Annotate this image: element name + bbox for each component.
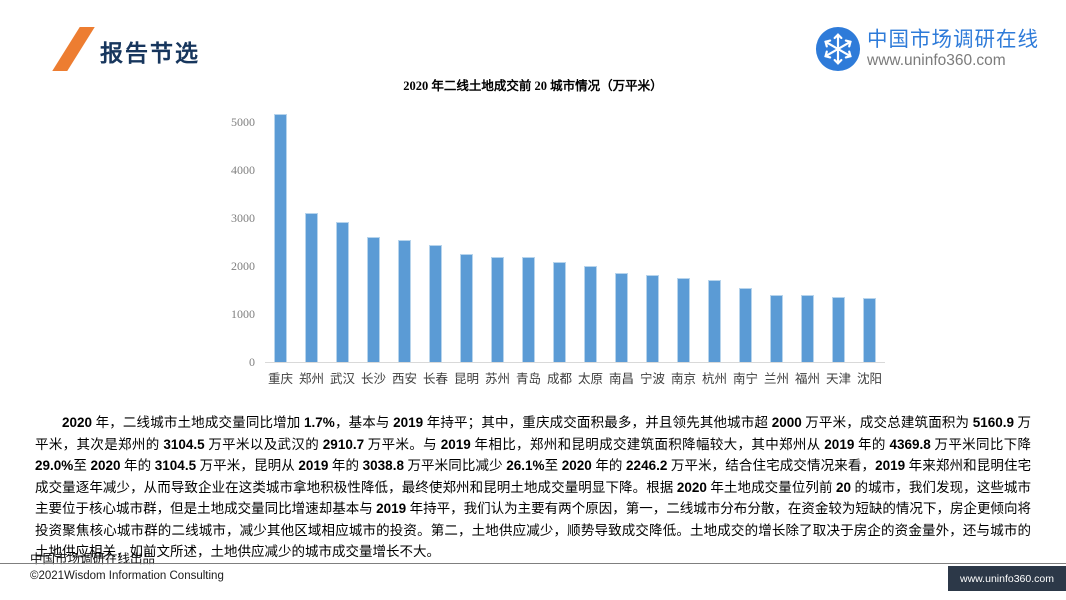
x-axis-label: 昆明 [453, 372, 479, 386]
analysis-paragraph: 2020 年，二线城市土地成交量同比增加 1.7%，基本与 2019 年持平；其… [35, 415, 1032, 559]
bar [460, 254, 473, 362]
bar [708, 280, 721, 362]
bar-slot [451, 111, 482, 362]
x-axis-label: 宁波 [639, 372, 665, 386]
x-axis-label: 杭州 [701, 372, 727, 386]
bar-slot [699, 111, 730, 362]
bar-slot [544, 111, 575, 362]
brand-name: 中国市场调研在线 [867, 28, 1039, 51]
bar-slot [327, 111, 358, 362]
bar-slot [668, 111, 699, 362]
snowflake-logo-icon [815, 26, 861, 72]
brand-url: www.uninfo360.com [867, 52, 1006, 69]
x-axis-label: 南昌 [608, 372, 634, 386]
x-axis-label: 苏州 [484, 372, 510, 386]
x-axis-label: 武汉 [329, 372, 355, 386]
bar [770, 294, 783, 362]
bar [367, 237, 380, 362]
chart-title: 2020 年二线土地成交前 20 城市情况（万平米） [403, 79, 663, 93]
bar-slot [513, 111, 544, 362]
url-badge: www.uninfo360.com [948, 566, 1066, 591]
footer-divider [0, 563, 1066, 564]
bar [584, 266, 597, 362]
bar-slot [575, 111, 606, 362]
y-axis-tick: 0 [249, 355, 255, 369]
bar [336, 222, 349, 362]
bar [491, 256, 504, 362]
bar [553, 261, 566, 362]
produced-by-label: 中国市场调研在线出品 [30, 552, 156, 566]
y-axis: 0 1000 2000 3000 4000 5000 [215, 111, 259, 369]
x-axis-label: 沈阳 [856, 372, 882, 386]
y-axis-tick: 5000 [231, 115, 255, 129]
bar [863, 298, 876, 362]
bar [801, 295, 814, 362]
bar-slot [358, 111, 389, 362]
copyright-label: ©2021Wisdom Information Consulting [30, 570, 224, 582]
bar [739, 288, 752, 362]
bar-slot [265, 111, 296, 362]
bar-slot [389, 111, 420, 362]
x-axis-label: 福州 [794, 372, 820, 386]
bar-slot [420, 111, 451, 362]
bar [429, 245, 442, 362]
bar [832, 296, 845, 362]
x-axis-label: 南宁 [732, 372, 758, 386]
plot-area: 0 1000 2000 3000 4000 5000 [231, 111, 885, 369]
bar-slot [761, 111, 792, 362]
bar [646, 274, 659, 362]
bar-slot [854, 111, 885, 362]
x-axis-label: 天津 [825, 372, 851, 386]
bar-series [265, 111, 885, 362]
x-axis-label: 西安 [391, 372, 417, 386]
x-axis-label: 长沙 [360, 372, 386, 386]
y-axis-tick: 1000 [231, 307, 255, 321]
page-title: 报告节选 [100, 40, 200, 66]
bar [615, 272, 628, 362]
bar-slot [606, 111, 637, 362]
x-axis-label: 青岛 [515, 372, 541, 386]
bar-slot [482, 111, 513, 362]
x-axis-label: 南京 [670, 372, 696, 386]
x-axis-label: 成都 [546, 372, 572, 386]
y-axis-tick: 4000 [231, 163, 255, 177]
brand-text: 中国市场调研在线 www.uninfo360.com [867, 28, 1039, 70]
brand-block: 中国市场调研在线 www.uninfo360.com [815, 26, 1039, 72]
slash-logo-icon [52, 27, 95, 71]
x-axis-label: 重庆 [267, 372, 293, 386]
x-axis: 重庆 郑州 武汉 长沙 西安 长春 昆明 苏州 青岛 成都 太原 南昌 宁波 南京 杭州 南宁 兰州 福州 天津 沈阳 [265, 368, 885, 387]
bar-slot [637, 111, 668, 362]
y-axis-tick: 3000 [231, 211, 255, 225]
bar [398, 239, 411, 362]
bar-slot [730, 111, 761, 362]
bar-slot [823, 111, 854, 362]
bar-slot [296, 111, 327, 362]
x-axis-label: 郑州 [298, 372, 324, 386]
x-axis-label: 太原 [577, 372, 603, 386]
bar-slot [792, 111, 823, 362]
y-axis-tick: 2000 [231, 259, 255, 273]
bar [274, 114, 287, 362]
bar [522, 257, 535, 362]
x-axis-label: 长春 [422, 372, 448, 386]
bar [677, 278, 690, 362]
x-axis-label: 兰州 [763, 372, 789, 386]
bar [305, 212, 318, 362]
